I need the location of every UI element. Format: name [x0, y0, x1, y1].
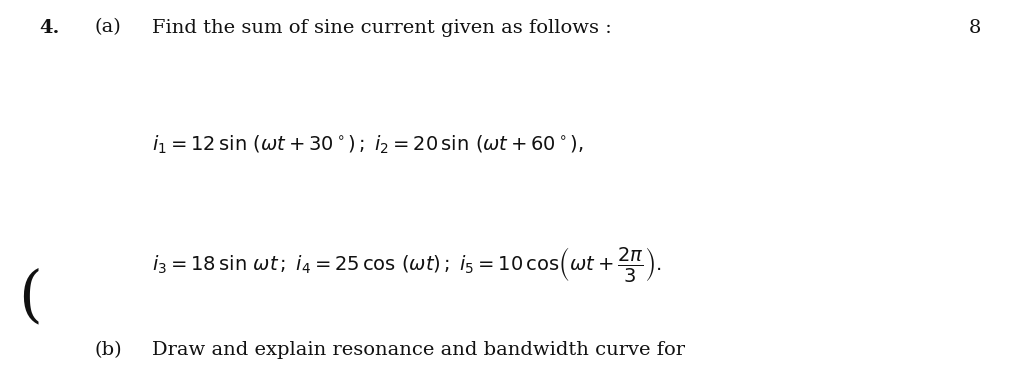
- Text: Draw and explain resonance and bandwidth curve for: Draw and explain resonance and bandwidth…: [152, 341, 685, 359]
- Text: $i_1 = 12\,\sin\,(\omega t + 30^\circ)\,;\; i_2 = 20\,\sin\,(\omega t + 60^\circ: $i_1 = 12\,\sin\,(\omega t + 30^\circ)\,…: [152, 134, 584, 156]
- Text: Find the sum of sine current given as follows :: Find the sum of sine current given as fo…: [152, 19, 611, 37]
- Text: 4.: 4.: [39, 19, 59, 37]
- Text: (a): (a): [94, 19, 121, 37]
- Text: (b): (b): [94, 341, 122, 359]
- Text: $i_3 = 18\,\sin\,\omega t\,;\; i_4 = 25\,\cos\,(\omega t)\,;\; i_5 = 10\,\cos\!\: $i_3 = 18\,\sin\,\omega t\,;\; i_4 = 25\…: [152, 245, 660, 284]
- Text: 8: 8: [969, 19, 981, 37]
- Text: (: (: [18, 267, 42, 327]
